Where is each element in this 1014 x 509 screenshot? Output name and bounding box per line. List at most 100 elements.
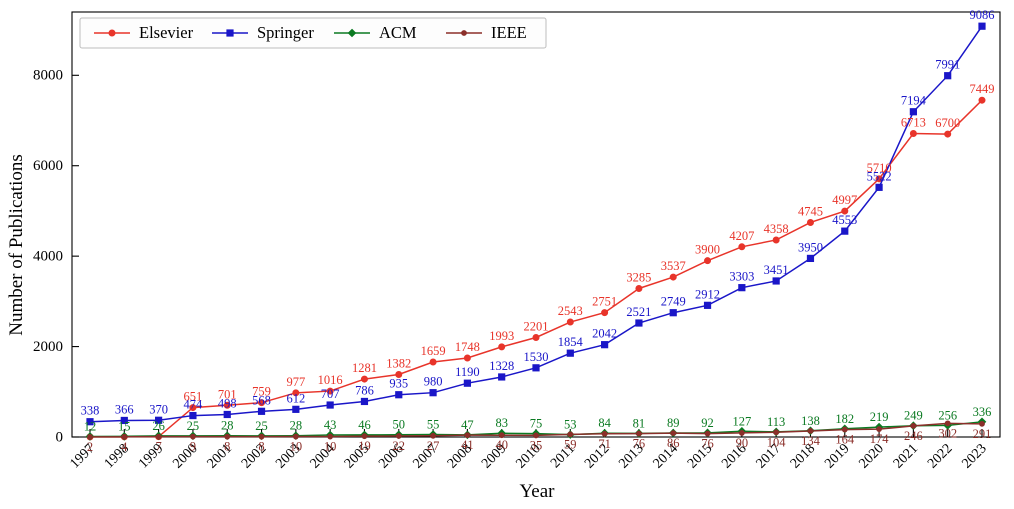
data-point — [463, 354, 471, 362]
point-value-label: 4997 — [832, 193, 857, 207]
point-value-label: 1281 — [352, 361, 377, 375]
point-value-label: 59 — [564, 437, 577, 451]
point-value-label: 1993 — [489, 329, 514, 343]
series-ieee — [87, 420, 985, 440]
point-value-label: 1748 — [455, 340, 480, 354]
point-value-label: 4553 — [832, 213, 857, 227]
x-tick-label: 2001 — [205, 441, 235, 471]
point-value-label: 50 — [393, 418, 406, 432]
point-value-label: 27 — [427, 439, 440, 453]
point-value-label: 336 — [973, 405, 992, 419]
data-point — [155, 416, 163, 424]
data-point — [566, 318, 574, 326]
data-point — [944, 130, 952, 138]
point-value-label: 35 — [530, 438, 543, 452]
point-value-label: 3537 — [661, 259, 686, 273]
data-point — [669, 309, 677, 317]
point-value-label: 25 — [187, 419, 200, 433]
data-point — [944, 420, 951, 427]
point-value-label: 22 — [393, 439, 406, 453]
point-value-label: 84 — [598, 416, 611, 430]
legend-marker-square-icon — [226, 29, 234, 37]
point-value-label: 46 — [358, 418, 371, 432]
point-value-label: 701 — [218, 387, 237, 401]
data-point — [190, 433, 196, 440]
point-value-label: 83 — [495, 416, 508, 430]
data-point — [567, 431, 574, 438]
data-point — [224, 433, 231, 440]
data-point — [532, 333, 540, 341]
data-point — [635, 284, 643, 292]
point-value-label: 3950 — [798, 240, 823, 254]
data-point — [361, 433, 368, 440]
point-value-label: 90 — [736, 436, 749, 450]
point-value-label: 474 — [184, 398, 204, 412]
point-value-label: 2521 — [626, 305, 651, 319]
data-point — [430, 432, 436, 439]
data-point — [189, 411, 197, 420]
data-point — [909, 129, 917, 137]
x-tick-label: 2023 — [959, 441, 989, 471]
point-value-label: 2543 — [558, 304, 583, 318]
x-tick-label: 2021 — [891, 441, 921, 471]
point-value-label: 104 — [767, 435, 787, 449]
data-point — [326, 387, 334, 395]
legend-item-springer[interactable]: Springer — [212, 23, 314, 42]
point-value-label: 4 — [121, 440, 128, 454]
x-tick-label: 1999 — [136, 441, 166, 471]
data-point — [292, 433, 299, 440]
data-point — [155, 433, 162, 440]
point-value-label: 43 — [324, 418, 337, 432]
point-value-label: 47 — [461, 418, 474, 432]
point-value-label: 127 — [732, 414, 751, 428]
data-point — [944, 72, 952, 80]
data-point — [910, 422, 917, 429]
legend-marker-circle-icon — [108, 29, 116, 37]
point-value-label: 786 — [355, 383, 374, 397]
point-value-label: 302 — [938, 426, 957, 440]
point-value-label: 2749 — [661, 295, 686, 309]
point-value-label: 568 — [252, 393, 271, 407]
point-value-label: 6713 — [901, 115, 926, 129]
point-value-label: 977 — [286, 375, 305, 389]
point-value-label: 4358 — [764, 222, 789, 236]
data-point — [395, 371, 403, 379]
chart-legend[interactable]: Elsevier Springer ACM IEEE — [79, 17, 547, 49]
data-point — [498, 432, 505, 439]
point-value-label: 92 — [701, 416, 714, 430]
point-value-label: 26 — [152, 419, 165, 433]
point-value-label: 113 — [767, 415, 785, 429]
point-value-label: 2 — [87, 440, 93, 454]
point-value-label: 1530 — [524, 350, 549, 364]
data-point — [670, 430, 677, 437]
data-point — [532, 364, 540, 372]
point-value-label: 182 — [835, 412, 854, 426]
data-point — [360, 397, 369, 406]
data-point — [86, 418, 94, 426]
point-value-label: 651 — [184, 390, 203, 404]
point-value-label: 40 — [495, 438, 508, 452]
data-point — [87, 434, 93, 440]
data-point — [292, 389, 300, 397]
point-value-label: 1016 — [318, 373, 343, 387]
data-point — [533, 432, 539, 439]
data-point — [979, 420, 985, 427]
point-value-label: 1382 — [386, 357, 411, 371]
point-value-label: 89 — [667, 416, 680, 430]
point-value-label: 2912 — [695, 287, 720, 301]
data-point — [772, 277, 780, 285]
point-value-label: 1854 — [558, 335, 584, 349]
data-point — [429, 358, 437, 366]
point-value-label: 7 — [155, 440, 161, 454]
data-point — [875, 175, 883, 183]
data-point — [806, 254, 815, 263]
legend-item-elsevier[interactable]: Elsevier — [94, 23, 194, 42]
legend-item-acm[interactable]: ACM — [334, 23, 417, 42]
legend-item-ieee[interactable]: IEEE — [446, 23, 527, 42]
point-value-label: 498 — [218, 396, 237, 410]
data-point — [258, 433, 265, 440]
point-value-label: 7991 — [935, 58, 960, 72]
point-value-label: 4745 — [798, 204, 823, 218]
